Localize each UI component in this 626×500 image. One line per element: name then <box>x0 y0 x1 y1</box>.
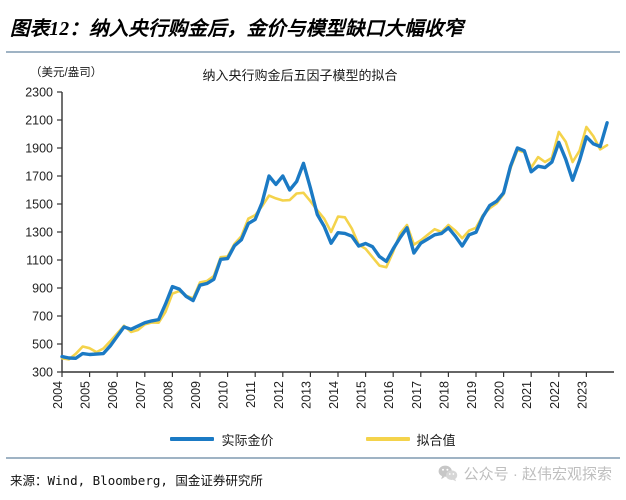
source-note: 来源：Wind, Bloomberg, 国金证券研究所 <box>10 473 263 488</box>
chart-area: （美元/盎司） 纳入央行购金后五因子模型的拟合 300 500 700 900 1100… <box>0 54 626 420</box>
y-axis-unit-label: （美元/盎司） <box>30 65 102 79</box>
line-chart: （美元/盎司） 纳入央行购金后五因子模型的拟合 300 500 700 900 1100… <box>25 65 614 409</box>
y-tick-label: 1100 <box>26 254 53 268</box>
x-tick-label: 2022 <box>548 381 562 409</box>
chart-subtitle: 纳入央行购金后五因子模型的拟合 <box>202 68 397 83</box>
x-tick-label: 2014 <box>327 381 341 409</box>
legend-swatch-actual <box>170 437 215 441</box>
x-tick-label: 2005 <box>79 381 93 409</box>
x-tick-label: 2006 <box>106 381 120 409</box>
title-divider <box>6 51 620 53</box>
x-tick-label: 2021 <box>520 381 534 409</box>
legend-swatch-fitted <box>365 437 410 441</box>
y-tick-label: 1500 <box>25 198 53 212</box>
x-tick-label: 2016 <box>382 381 396 409</box>
x-tick-label: 2013 <box>299 381 313 409</box>
x-tick-label: 2008 <box>161 381 175 409</box>
x-tick-label: 2015 <box>355 381 369 409</box>
watermark-label: 公众号 · 赵伟宏观探索 <box>463 466 612 483</box>
x-tick-label: 2004 <box>51 381 65 409</box>
y-tick-label: 2300 <box>25 86 53 100</box>
x-tick-label: 2020 <box>493 381 507 409</box>
legend-item-actual[interactable]: 实际金价 <box>170 430 274 449</box>
x-tick-label: 2019 <box>465 381 479 409</box>
legend-label-fitted: 拟合值 <box>416 432 456 448</box>
x-tick-label: 2007 <box>134 381 148 409</box>
y-tick-label: 1900 <box>25 142 53 156</box>
legend-label-actual: 实际金价 <box>221 432 274 448</box>
footer-divider <box>6 457 620 459</box>
y-tick-label: 300 <box>32 366 53 380</box>
x-tick-label: 2010 <box>217 381 231 409</box>
x-tick-label: 2009 <box>189 381 203 409</box>
x-tick-label: 2012 <box>272 381 286 409</box>
y-axis-ticks: 300 500 700 900 1100 1300 1500 1700 1900 2100 2300 <box>25 86 62 380</box>
y-tick-label: 500 <box>32 338 53 352</box>
wechat-icon <box>438 465 457 482</box>
y-tick-label: 1700 <box>25 170 53 184</box>
x-tick-label: 2018 <box>437 381 451 409</box>
legend-item-fitted[interactable]: 拟合值 <box>365 430 456 449</box>
series-line-actual <box>60 121 609 360</box>
chart-legend: 实际金价 拟合值 <box>0 424 626 454</box>
y-tick-label: 700 <box>32 310 53 324</box>
watermark: 公众号 · 赵伟宏观探索 <box>438 463 612 484</box>
footer-bar: 来源：Wind, Bloomberg, 国金证券研究所 <box>0 459 626 500</box>
page-title: 图表12：纳入央行购金后，金价与模型缺口大幅收窄 <box>10 18 464 40</box>
chart-title-bar: 图表12：纳入央行购金后，金价与模型缺口大幅收窄 <box>0 0 626 52</box>
series-lines <box>60 121 609 361</box>
x-tick-label: 2023 <box>575 381 589 409</box>
y-tick-label: 1300 <box>25 226 53 240</box>
y-tick-label: 900 <box>32 282 53 296</box>
x-tick-label: 2017 <box>410 381 424 409</box>
y-tick-label: 2100 <box>25 114 53 128</box>
x-axis-ticks: 2004 2005 2006 2007 2008 2009 2010 2011 2012 2013… <box>51 372 589 409</box>
x-tick-label: 2011 <box>244 381 258 408</box>
